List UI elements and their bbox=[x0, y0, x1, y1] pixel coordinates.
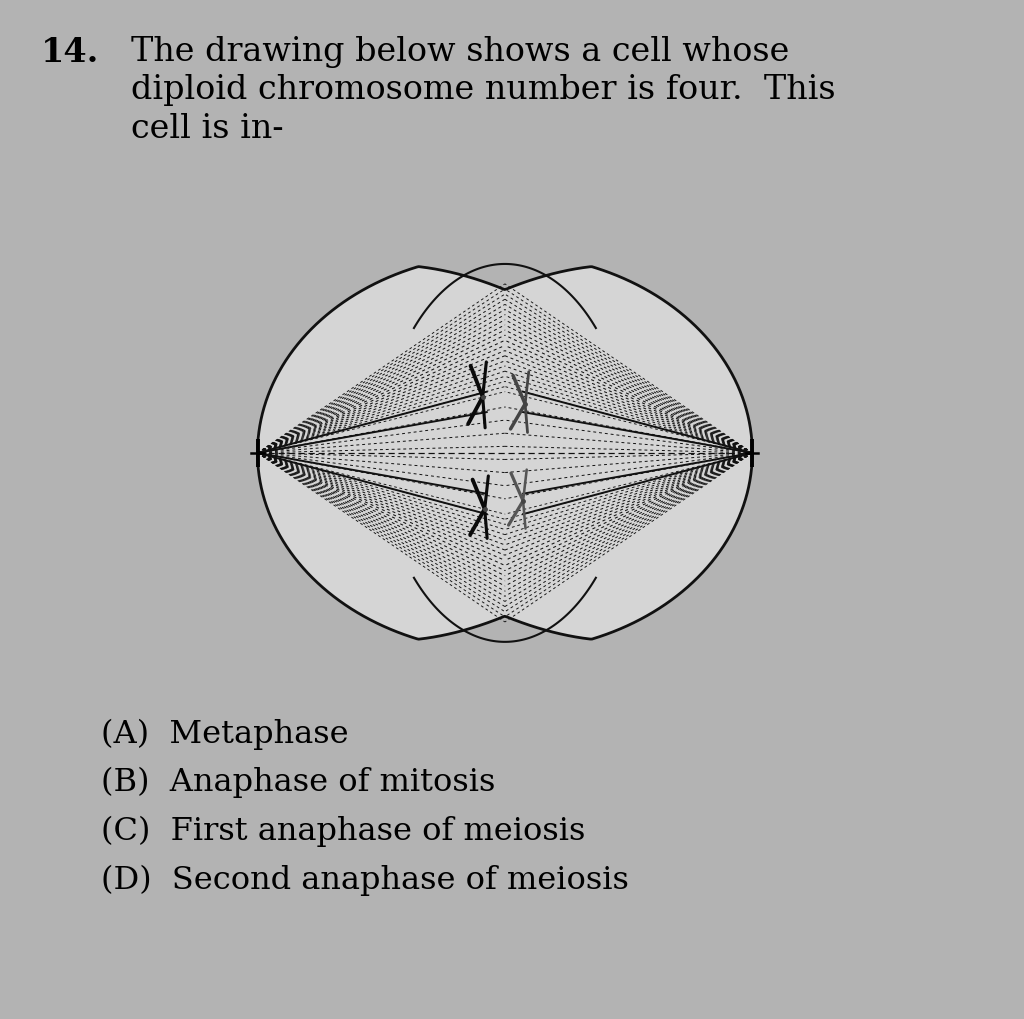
Polygon shape bbox=[257, 267, 753, 640]
Text: diploid chromosome number is four.  This: diploid chromosome number is four. This bbox=[131, 74, 836, 106]
Text: (C)  First anaphase of meiosis: (C) First anaphase of meiosis bbox=[101, 815, 586, 847]
Text: 14.: 14. bbox=[40, 36, 98, 68]
Text: (D)  Second anaphase of meiosis: (D) Second anaphase of meiosis bbox=[101, 864, 629, 896]
Text: (B)  Anaphase of mitosis: (B) Anaphase of mitosis bbox=[101, 766, 496, 798]
Text: (A)  Metaphase: (A) Metaphase bbox=[101, 718, 348, 750]
Text: The drawing below shows a cell whose: The drawing below shows a cell whose bbox=[131, 36, 790, 67]
Text: cell is in-: cell is in- bbox=[131, 113, 284, 145]
